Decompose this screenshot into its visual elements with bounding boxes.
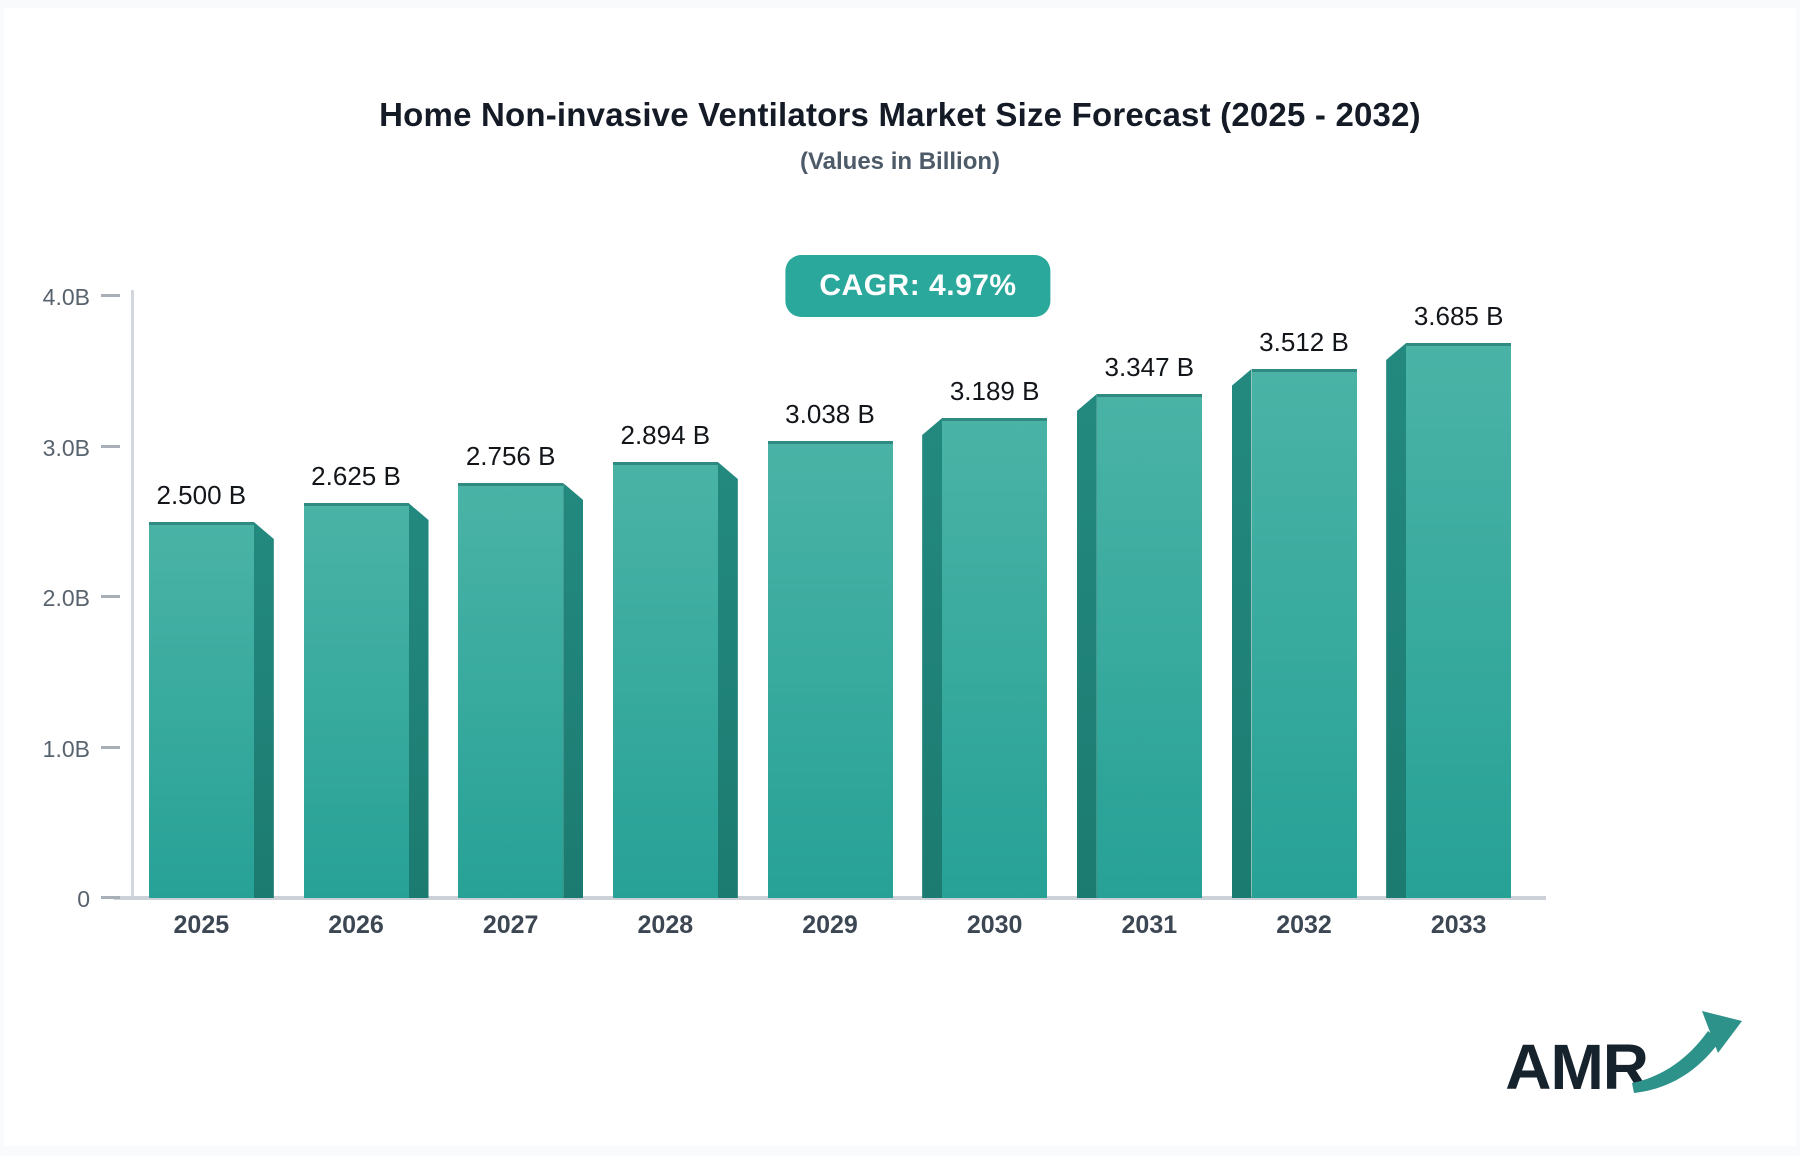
brand-logo: AMR xyxy=(1505,1011,1744,1106)
bar-face xyxy=(767,441,893,898)
bar-2033 xyxy=(1386,343,1512,898)
bar-value-label: 3.347 B xyxy=(1104,352,1195,382)
bar-face xyxy=(1251,369,1357,898)
x-axis-label-2030: 2030 xyxy=(966,911,1023,939)
y-axis-tick-mark xyxy=(101,444,120,448)
y-axis-tick-mark xyxy=(101,595,120,598)
bar-2030 xyxy=(922,418,1048,898)
bar-value-label: 2.894 B xyxy=(620,420,711,450)
bar-side-shadow xyxy=(1076,394,1097,898)
x-axis-label-2031: 2031 xyxy=(1121,911,1178,939)
y-axis-tick-mark xyxy=(101,896,120,899)
y-axis-tick-label: 4.0B xyxy=(42,284,90,310)
bar-face xyxy=(612,462,718,898)
bar-2029 xyxy=(767,441,893,898)
y-axis-tick: 0 xyxy=(4,886,134,912)
bar-value-label: 2.500 B xyxy=(156,480,247,510)
bar-side-shadow xyxy=(253,522,274,898)
y-axis-line xyxy=(131,290,134,900)
x-axis-label-2033: 2033 xyxy=(1430,911,1487,939)
cagr-badge: CAGR: 4.97% xyxy=(785,255,1051,317)
y-axis-tick: 4.0B xyxy=(4,284,134,310)
bar-2026 xyxy=(303,503,429,898)
bar-2031 xyxy=(1076,394,1202,898)
bar-value-label: 3.038 B xyxy=(785,399,875,429)
x-axis-label-2025: 2025 xyxy=(173,911,230,939)
chart-title: Home Non-invasive Ventilators Market Siz… xyxy=(379,96,1421,133)
bar-side-shadow xyxy=(1386,343,1407,898)
bar-side-shadow xyxy=(1231,369,1252,898)
y-axis-tick-mark xyxy=(101,745,120,749)
bar-value-label: 3.512 B xyxy=(1259,327,1349,357)
y-axis-tick-label: 0 xyxy=(77,886,90,912)
bar-value-label: 3.189 B xyxy=(949,376,1040,406)
y-axis-tick: 3.0B xyxy=(4,434,134,461)
chart-card: Home Non-invasive Ventilators Market Siz… xyxy=(4,8,1796,1146)
bar-face xyxy=(458,483,564,898)
y-axis-tick: 2.0B xyxy=(4,585,134,611)
x-axis-line xyxy=(114,896,1546,900)
bar-face xyxy=(1406,343,1512,898)
bar-face xyxy=(942,418,1048,898)
x-axis-label-2027: 2027 xyxy=(482,911,539,939)
bar-face xyxy=(1096,394,1202,898)
y-axis-tick: 1.0B xyxy=(4,735,134,762)
bar-side-shadow xyxy=(922,418,943,898)
bar-value-label: 3.685 B xyxy=(1413,301,1504,331)
x-axis-label-2026: 2026 xyxy=(328,911,384,939)
chart-subtitle: (Values in Billion) xyxy=(799,148,1001,175)
x-axis-label-2032: 2032 xyxy=(1276,911,1332,939)
bar-value-label: 2.625 B xyxy=(311,461,401,491)
bar-2032 xyxy=(1231,369,1357,898)
y-axis-tick-label: 2.0B xyxy=(42,585,90,611)
growth-arrow-icon xyxy=(1632,1009,1744,1106)
bar-2025 xyxy=(148,522,274,898)
x-axis-label-2029: 2029 xyxy=(802,911,858,939)
y-axis-tick-mark xyxy=(101,294,120,297)
y-axis-tick-label: 3.0B xyxy=(42,434,90,461)
bar-face xyxy=(148,522,254,898)
bar-side-shadow xyxy=(408,503,429,898)
y-axis-tick-label: 1.0B xyxy=(42,735,90,762)
logo-text: AMR xyxy=(1505,1030,1649,1103)
bar-2028 xyxy=(612,462,738,898)
bar-value-label: 2.756 B xyxy=(465,441,556,471)
bar-2027 xyxy=(458,483,584,898)
bar-side-shadow xyxy=(717,462,738,898)
x-axis-label-2028: 2028 xyxy=(637,911,694,939)
bar-side-shadow xyxy=(563,483,584,898)
bar-face xyxy=(303,503,409,898)
